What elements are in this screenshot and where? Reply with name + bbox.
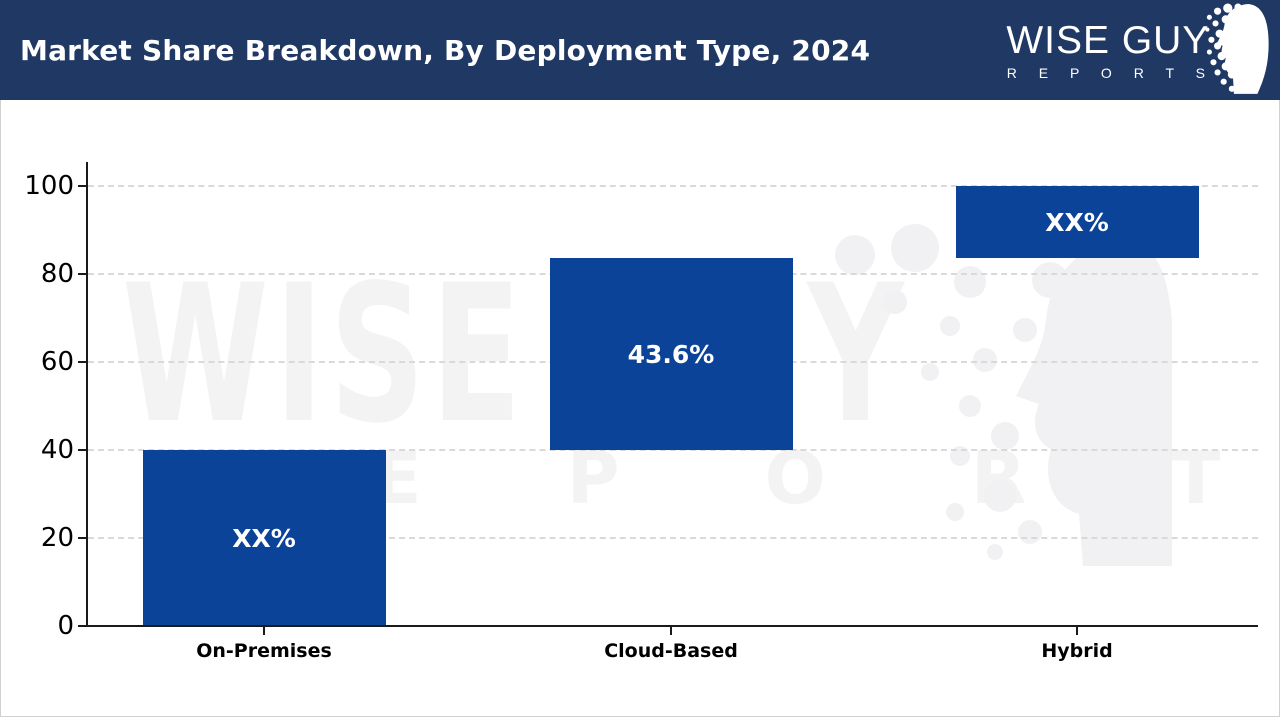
y-tick-mark: [78, 625, 86, 627]
y-tick-label: 40: [40, 435, 74, 465]
page-title: Market Share Breakdown, By Deployment Ty…: [20, 33, 871, 67]
brand-name: WISE GUY: [1006, 18, 1210, 62]
y-tick-label: 100: [24, 171, 74, 201]
y-tick-label: 60: [40, 347, 74, 377]
bar-value-label: XX%: [232, 523, 296, 553]
y-tick-label: 80: [40, 259, 74, 289]
brand-logo: WISE GUY R E P O R T S: [1002, 2, 1276, 98]
watermark-dotted-head-icon: [835, 224, 1172, 566]
x-tick-mark: [670, 627, 672, 635]
brand-subname: R E P O R T S: [1006, 64, 1214, 81]
y-tick-mark: [78, 185, 86, 187]
y-tick-label: 0: [57, 611, 74, 641]
gridline: [88, 185, 1258, 187]
gridline: [88, 537, 1258, 539]
bar-value-label: 43.6%: [627, 339, 715, 369]
y-tick-mark: [78, 449, 86, 451]
y-axis-spine: [86, 162, 88, 627]
y-tick-mark: [78, 273, 86, 275]
dotted-head-icon: [1205, 3, 1269, 94]
bar-cloud-based: 43.6%: [549, 258, 793, 450]
x-axis-spine: [86, 625, 1258, 627]
y-tick-label: 20: [40, 523, 74, 553]
x-category-label: Cloud-Based: [604, 640, 738, 662]
bar-on-premises: XX%: [142, 450, 386, 626]
brand-logo-text: WISE GUY R E P O R T S: [1002, 18, 1214, 81]
gridline: [88, 449, 1258, 451]
bar-hybrid: XX%: [955, 186, 1199, 259]
x-category-label: Hybrid: [1041, 640, 1113, 662]
header-banner: Market Share Breakdown, By Deployment Ty…: [0, 0, 1280, 100]
x-tick-mark: [1076, 627, 1078, 635]
x-category-label: On-Premises: [196, 640, 332, 662]
bar-value-label: XX%: [1045, 207, 1109, 237]
x-tick-mark: [263, 627, 265, 635]
y-tick-mark: [78, 537, 86, 539]
y-tick-mark: [78, 361, 86, 363]
